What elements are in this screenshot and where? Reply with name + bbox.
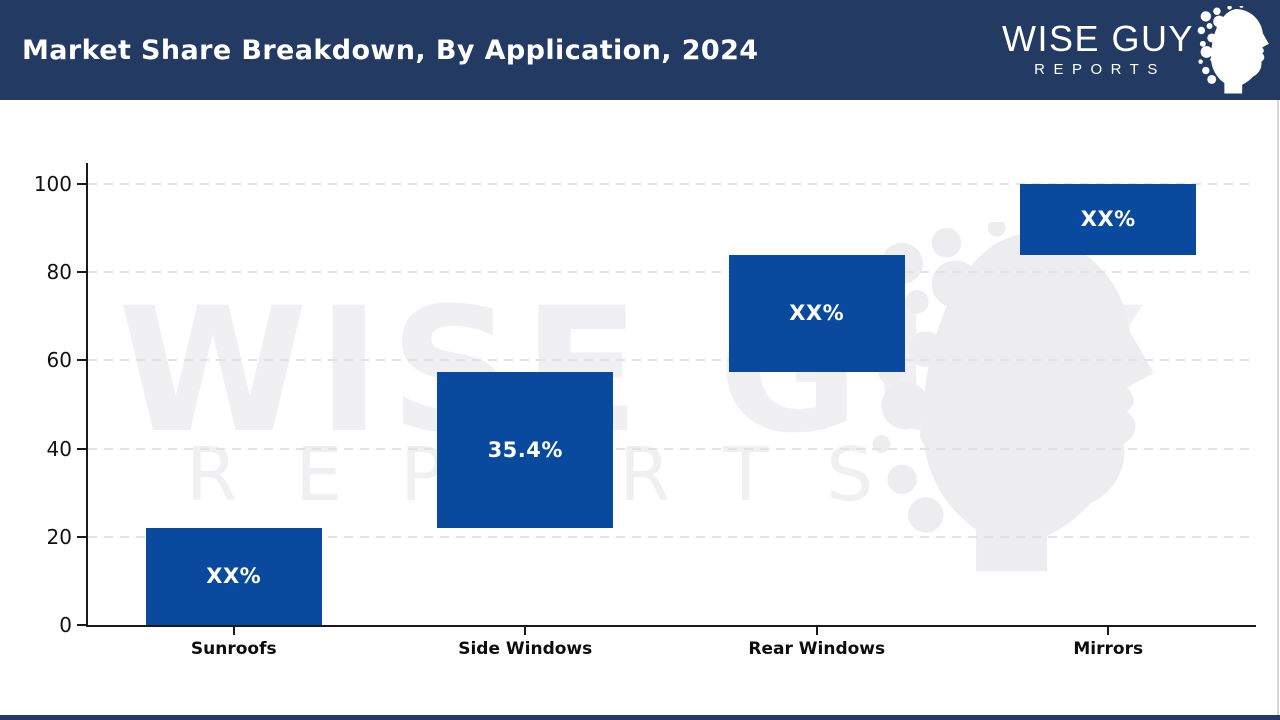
y-tick	[77, 624, 86, 626]
bar-sunroofs: XX%	[145, 527, 322, 625]
y-tick	[77, 535, 86, 538]
bar-value-label: XX%	[789, 301, 845, 326]
footer-bar	[0, 715, 1280, 720]
x-tick	[524, 627, 527, 635]
gridline-60	[88, 359, 1254, 362]
y-tick	[77, 359, 86, 362]
x-tick	[815, 627, 818, 635]
gridline-40	[88, 447, 1254, 450]
y-tick-label: 40	[46, 436, 72, 461]
header-bar: Market Share Breakdown, By Application, …	[0, 0, 1280, 100]
x-category-label: Side Windows	[458, 639, 593, 659]
x-category-label: Rear Windows	[748, 639, 886, 659]
y-tick-label: 20	[46, 524, 72, 549]
y-tick-label: 80	[46, 260, 72, 285]
x-category-label: Sunroofs	[190, 639, 277, 659]
y-tick	[77, 447, 86, 450]
bar-value-label: XX%	[206, 564, 262, 589]
chart-title: Market Share Breakdown, By Application, …	[22, 34, 759, 66]
x-axis-line	[86, 625, 1256, 627]
x-tick	[232, 627, 235, 635]
dot-head-icon	[1197, 6, 1269, 94]
gridline-80	[88, 271, 1254, 274]
y-tick-label: 60	[46, 348, 72, 373]
x-tick	[1107, 627, 1110, 635]
x-category-label: Mirrors	[1073, 639, 1144, 659]
y-tick	[77, 183, 86, 185]
bar-value-label: XX%	[1080, 207, 1136, 232]
bar-value-label: 35.4%	[487, 437, 563, 462]
bar-side-windows: 35.4%	[437, 371, 614, 528]
right-edge-line	[1277, 100, 1279, 715]
logo-wordmark: WISE GUY	[1001, 18, 1194, 59]
y-tick-label: 0	[59, 613, 72, 637]
gridline-100	[88, 183, 1254, 185]
y-axis-line	[86, 163, 88, 627]
wise-guy-reports-logo: WISE GUY REPORTS	[1002, 6, 1272, 95]
y-tick	[77, 271, 86, 274]
logo-text: WISE GUY REPORTS	[1002, 20, 1194, 78]
y-tick-label: 100	[33, 172, 72, 196]
logo-subtext: REPORTS	[1034, 60, 1166, 78]
bar-rear-windows: XX%	[728, 254, 905, 372]
bar-mirrors: XX%	[1020, 184, 1197, 255]
gridline-20	[88, 535, 1254, 538]
